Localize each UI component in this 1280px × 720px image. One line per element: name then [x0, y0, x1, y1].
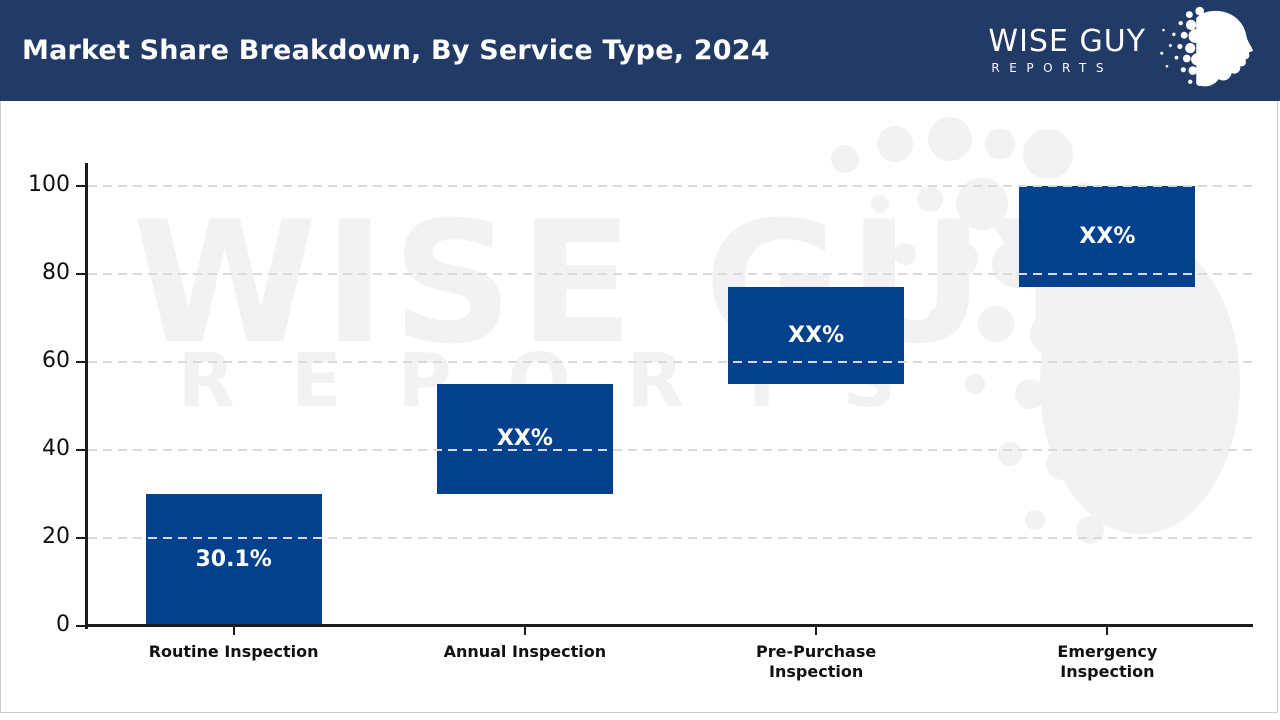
- y-tick-mark: [76, 449, 85, 451]
- y-tick-label: 20: [42, 524, 70, 549]
- logo-text: WISE GUY REPORTS: [988, 24, 1146, 75]
- y-tick-mark: [76, 625, 85, 627]
- bar-annual-inspection: XX%: [436, 384, 613, 494]
- x-tick-mark: [815, 627, 818, 635]
- bar-value-label: XX%: [788, 323, 845, 349]
- x-axis-category-label: Routine Inspection: [148, 642, 319, 661]
- x-tick-mark: [232, 627, 235, 635]
- x-axis-category-label: Annual Inspection: [443, 642, 607, 661]
- gridline-y-60: [88, 361, 1253, 363]
- page-title: Market Share Breakdown, By Service Type,…: [22, 35, 770, 66]
- y-tick-label: 40: [42, 436, 70, 461]
- bar-pre-purchase-inspection: XX%: [728, 287, 905, 384]
- x-axis-line: [85, 624, 1253, 627]
- gridline-y-80: [88, 273, 1253, 275]
- y-tick-mark: [76, 361, 85, 363]
- bar-value-label: XX%: [1079, 224, 1136, 250]
- y-tick-mark: [76, 273, 85, 275]
- x-tick-mark: [523, 627, 526, 635]
- logo-subtitle: REPORTS: [991, 61, 1113, 75]
- plot-area: 0 20 40 60 80 100 30.1% Routine Inspection XX% An…: [28, 160, 1253, 681]
- bar-value-label: 30.1%: [195, 547, 272, 573]
- bar-emergency-inspection: XX%: [1019, 186, 1196, 288]
- wise-guy-logo: WISE GUY REPORTS: [988, 5, 1260, 97]
- bar-value-label: XX%: [496, 426, 553, 452]
- y-tick-label: 80: [42, 260, 70, 285]
- x-tick-mark: [1106, 627, 1109, 635]
- bar-routine-inspection: 30.1%: [145, 493, 322, 626]
- logo-wordmark: WISE GUY: [988, 24, 1146, 59]
- y-tick-label: 60: [42, 348, 70, 373]
- gridline-y-100: [88, 185, 1253, 187]
- y-tick-label: 100: [28, 172, 70, 197]
- gridline-y-40: [88, 449, 1253, 451]
- x-axis-category-label: Emergency Inspection: [1057, 642, 1158, 682]
- head-profile-dots-icon: [1148, 5, 1260, 97]
- y-tick-label: 0: [56, 612, 70, 637]
- y-axis-line: [85, 163, 88, 629]
- y-tick-mark: [76, 537, 85, 539]
- gridline-y-20: [88, 537, 1253, 539]
- x-axis-category-label: Pre-Purchase Inspection: [756, 642, 877, 682]
- header: Market Share Breakdown, By Service Type,…: [0, 0, 1280, 101]
- y-tick-mark: [76, 185, 85, 187]
